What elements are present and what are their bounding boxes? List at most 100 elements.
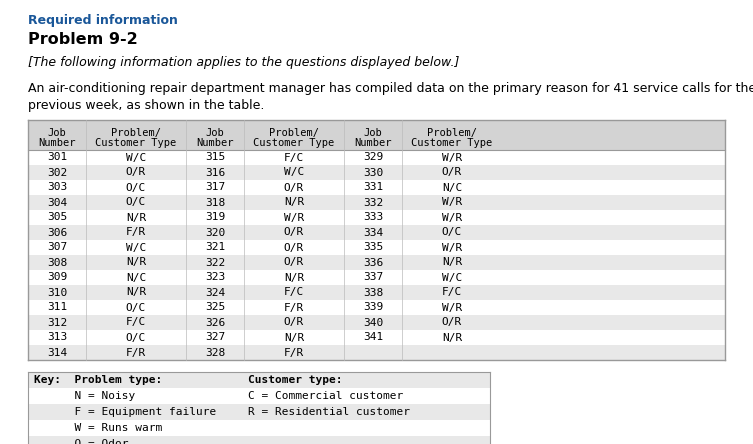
Text: 306: 306 xyxy=(47,227,67,238)
Text: R = Residential customer: R = Residential customer xyxy=(248,407,410,417)
Text: 329: 329 xyxy=(363,152,383,163)
Text: N/R: N/R xyxy=(442,333,462,342)
Text: F/C: F/C xyxy=(284,288,304,297)
Bar xyxy=(28,225,725,240)
Bar xyxy=(28,345,725,360)
Text: 330: 330 xyxy=(363,167,383,178)
Text: Customer Type: Customer Type xyxy=(411,138,492,148)
Text: Job: Job xyxy=(206,128,224,138)
Bar xyxy=(28,165,725,180)
Bar xyxy=(28,388,490,404)
Text: Required information: Required information xyxy=(28,14,178,27)
Text: Job: Job xyxy=(47,128,66,138)
Text: 323: 323 xyxy=(205,273,225,282)
Text: W/R: W/R xyxy=(442,198,462,207)
Text: 316: 316 xyxy=(205,167,225,178)
Text: N/R: N/R xyxy=(442,258,462,267)
Text: N/C: N/C xyxy=(442,182,462,193)
Bar xyxy=(28,420,490,436)
Text: Customer type:: Customer type: xyxy=(248,375,343,385)
Text: Problem/: Problem/ xyxy=(427,128,477,138)
Text: F/C: F/C xyxy=(126,317,146,328)
Text: 315: 315 xyxy=(205,152,225,163)
Text: 311: 311 xyxy=(47,302,67,313)
Text: O/R: O/R xyxy=(442,317,462,328)
Text: 327: 327 xyxy=(205,333,225,342)
Text: 328: 328 xyxy=(205,348,225,357)
Text: N/C: N/C xyxy=(126,273,146,282)
Text: N/R: N/R xyxy=(126,258,146,267)
Text: 320: 320 xyxy=(205,227,225,238)
Text: 325: 325 xyxy=(205,302,225,313)
Bar xyxy=(28,372,490,388)
Text: 321: 321 xyxy=(205,242,225,253)
Text: F/C: F/C xyxy=(284,152,304,163)
Text: 332: 332 xyxy=(363,198,383,207)
Bar xyxy=(28,436,490,444)
Text: 307: 307 xyxy=(47,242,67,253)
Text: Problem/: Problem/ xyxy=(269,128,319,138)
Text: W = Runs warm: W = Runs warm xyxy=(34,423,162,433)
Text: 310: 310 xyxy=(47,288,67,297)
Text: 318: 318 xyxy=(205,198,225,207)
Text: Customer Type: Customer Type xyxy=(253,138,334,148)
Text: O/R: O/R xyxy=(126,167,146,178)
Bar xyxy=(28,404,490,420)
Text: N/R: N/R xyxy=(284,198,304,207)
Text: N/R: N/R xyxy=(126,213,146,222)
Text: W/R: W/R xyxy=(442,152,462,163)
Text: 305: 305 xyxy=(47,213,67,222)
Text: F/R: F/R xyxy=(284,302,304,313)
Text: 317: 317 xyxy=(205,182,225,193)
Text: O/R: O/R xyxy=(442,167,462,178)
Text: 337: 337 xyxy=(363,273,383,282)
Text: 313: 313 xyxy=(47,333,67,342)
Text: 338: 338 xyxy=(363,288,383,297)
Bar xyxy=(28,120,725,150)
Text: Problem/: Problem/ xyxy=(111,128,161,138)
Text: 319: 319 xyxy=(205,213,225,222)
Text: W/R: W/R xyxy=(442,242,462,253)
Text: 322: 322 xyxy=(205,258,225,267)
Text: Number: Number xyxy=(197,138,233,148)
Text: 339: 339 xyxy=(363,302,383,313)
Text: 308: 308 xyxy=(47,258,67,267)
Text: 334: 334 xyxy=(363,227,383,238)
Text: W/C: W/C xyxy=(126,152,146,163)
Text: O/R: O/R xyxy=(284,182,304,193)
Bar xyxy=(28,240,725,255)
Text: O/R: O/R xyxy=(284,242,304,253)
Text: O/R: O/R xyxy=(284,317,304,328)
Text: O = Odor: O = Odor xyxy=(34,439,129,444)
Text: F/R: F/R xyxy=(284,348,304,357)
Text: An air-conditioning repair department manager has compiled data on the primary r: An air-conditioning repair department ma… xyxy=(28,82,753,112)
Bar xyxy=(28,270,725,285)
Text: N/R: N/R xyxy=(284,273,304,282)
Text: N/R: N/R xyxy=(126,288,146,297)
Text: 303: 303 xyxy=(47,182,67,193)
Text: 312: 312 xyxy=(47,317,67,328)
Text: 314: 314 xyxy=(47,348,67,357)
Bar xyxy=(28,330,725,345)
Text: W/C: W/C xyxy=(442,273,462,282)
Text: W/R: W/R xyxy=(442,213,462,222)
Text: 333: 333 xyxy=(363,213,383,222)
Bar xyxy=(28,195,725,210)
Text: 326: 326 xyxy=(205,317,225,328)
Bar xyxy=(28,180,725,195)
Text: C = Commercial customer: C = Commercial customer xyxy=(248,391,404,401)
Text: 335: 335 xyxy=(363,242,383,253)
Text: N = Noisy: N = Noisy xyxy=(34,391,136,401)
Text: 324: 324 xyxy=(205,288,225,297)
Bar xyxy=(28,210,725,225)
Text: Problem 9-2: Problem 9-2 xyxy=(28,32,138,47)
Text: 340: 340 xyxy=(363,317,383,328)
Bar xyxy=(28,300,725,315)
Text: 336: 336 xyxy=(363,258,383,267)
Text: F/R: F/R xyxy=(126,348,146,357)
Text: 309: 309 xyxy=(47,273,67,282)
Text: W/C: W/C xyxy=(126,242,146,253)
Text: O/C: O/C xyxy=(126,182,146,193)
Text: N/R: N/R xyxy=(284,333,304,342)
Text: Customer Type: Customer Type xyxy=(96,138,177,148)
